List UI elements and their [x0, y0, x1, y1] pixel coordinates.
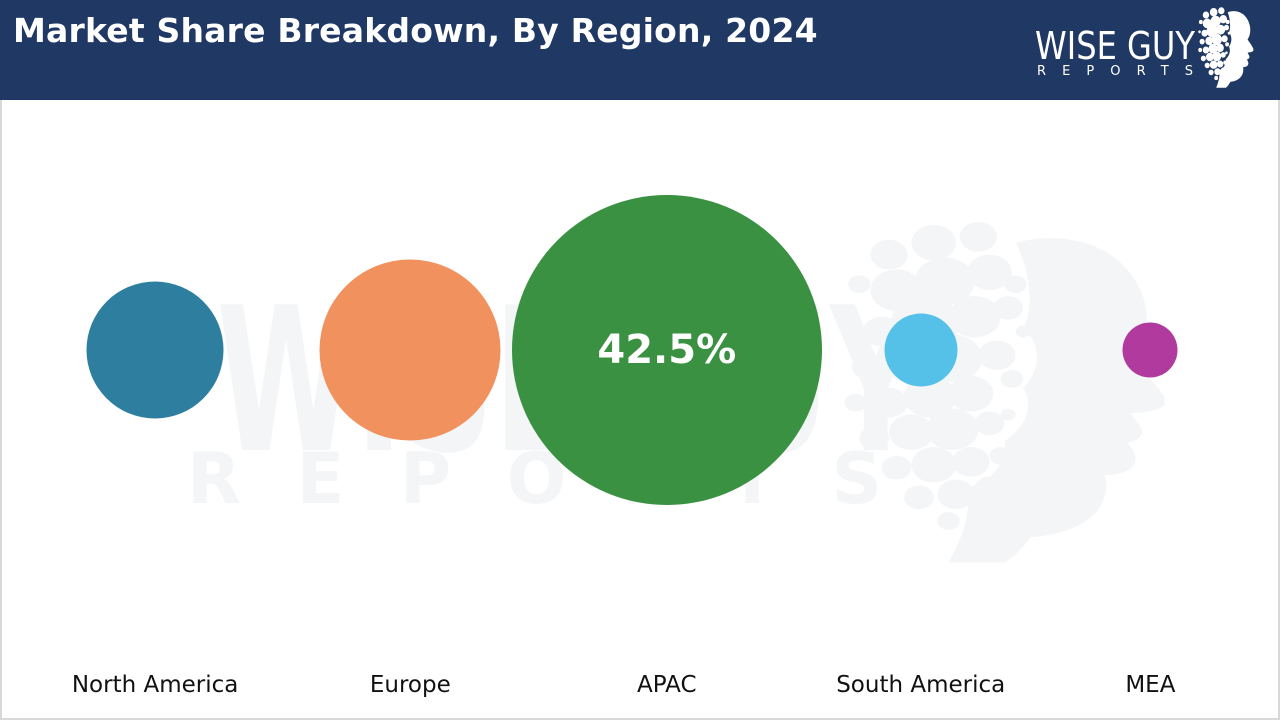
- bubble-mea[interactable]: [1122, 322, 1178, 378]
- wiseguy-head-icon: [1198, 7, 1254, 88]
- bubble-apac[interactable]: 42.5%: [511, 195, 822, 505]
- region-label-mea: MEA: [1125, 672, 1176, 698]
- bubble-chart: WISE GUY REPORTS 42.5% North America Eur…: [0, 100, 1280, 720]
- bubble-value-label: 42.5%: [597, 327, 737, 373]
- header-bar: Market Share Breakdown, By Region, 2024 …: [0, 0, 1280, 100]
- brand-logo: WISE GUY REPORTS: [1035, 7, 1254, 88]
- watermark-head-icon: [844, 222, 1165, 563]
- region-label-south-america: South America: [836, 672, 1006, 698]
- page-title: Market Share Breakdown, By Region, 2024: [13, 11, 818, 50]
- bubble-south-america[interactable]: [884, 313, 958, 387]
- region-label-apac: APAC: [637, 672, 697, 698]
- bubble-europe[interactable]: [319, 259, 501, 441]
- region-label-north-america: North America: [71, 672, 239, 698]
- bubble-north-america[interactable]: [86, 281, 224, 419]
- region-label-europe: Europe: [369, 672, 451, 698]
- logo-brand-text: WISE GUY: [1035, 24, 1196, 68]
